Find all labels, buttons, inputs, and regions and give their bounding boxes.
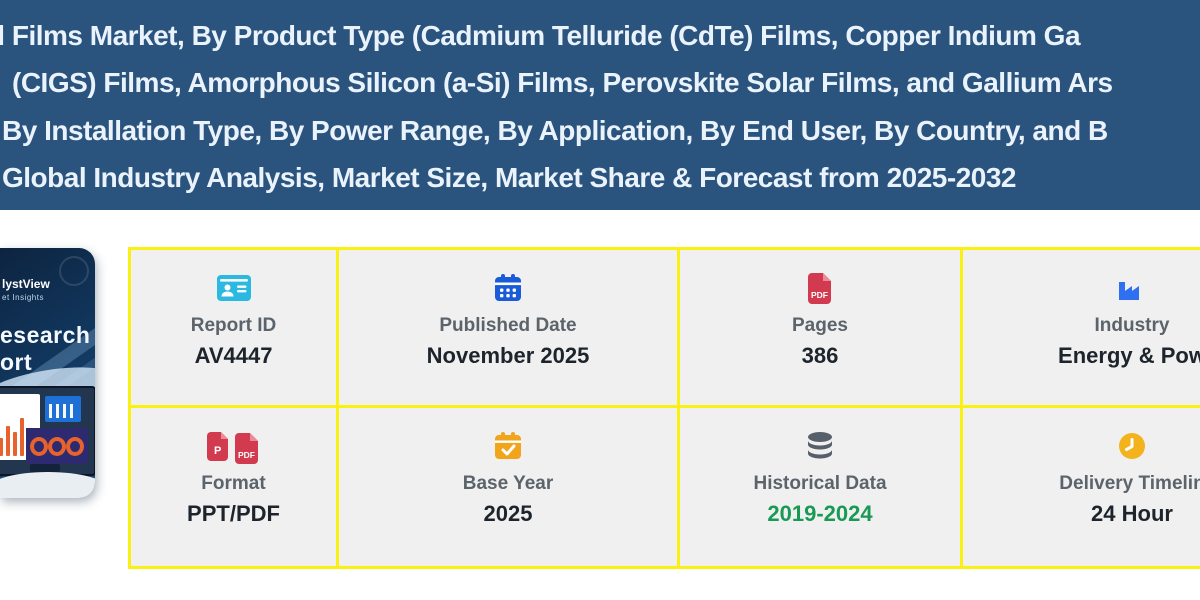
calendar-icon [493, 272, 523, 304]
database-icon [805, 430, 835, 462]
svg-text:P: P [214, 445, 221, 457]
cover-blue-chart-illustration [45, 396, 81, 422]
card-base-year: Base Year 2025 [339, 408, 680, 566]
cover-brand-tagline: et Insights [2, 293, 44, 302]
report-title-line-2: (CIGS) Films, Amorphous Silicon (a-Si) F… [12, 67, 1113, 98]
report-title-line-4: Global Industry Analysis, Market Size, M… [2, 162, 1017, 193]
card-format: P PDF Format PPT/PDF [131, 408, 339, 566]
card-label: Delivery Timelin [1059, 473, 1200, 494]
cover-bar-chart-illustration [0, 394, 40, 460]
report-title-banner: ll Films Market, By Product Type (Cadmiu… [0, 0, 1200, 210]
svg-text:PDF: PDF [811, 290, 828, 300]
card-historical-data: Historical Data 2019-2024 [680, 408, 963, 566]
card-label: Format [201, 473, 266, 494]
cover-donut-chart-illustration [26, 428, 88, 464]
card-value: PPT/PDF [187, 501, 280, 526]
cover-emblem-decoration [59, 256, 89, 286]
card-report-id: Report ID AV4447 [131, 250, 339, 408]
card-value: November 2025 [426, 343, 590, 368]
pdf-file-icon: PDF [807, 272, 833, 304]
card-value: Energy & Pow [1058, 343, 1200, 368]
card-label: Published Date [439, 315, 577, 336]
card-published-date: Published Date November 2025 [339, 250, 680, 408]
cover-desk-illustration [0, 472, 95, 498]
card-value: 386 [801, 343, 839, 368]
calendar-check-icon [493, 430, 523, 462]
report-meta-grid: Report ID AV4447 Published Date November… [128, 247, 1200, 569]
card-label: Base Year [462, 473, 554, 494]
card-label: Industry [1094, 315, 1170, 336]
factory-icon [1116, 272, 1148, 304]
cover-title-line-1: esearch [0, 322, 91, 348]
card-value: 24 Hour [1091, 501, 1173, 526]
card-industry: Industry Energy & Pow [963, 250, 1200, 408]
clock-icon [1117, 430, 1147, 462]
report-cover-image[interactable]: lystView et Insights esearch ort [0, 248, 95, 498]
cover-brand-name: lystView [2, 277, 50, 291]
id-card-icon [216, 272, 251, 304]
card-value: AV4447 [194, 343, 273, 368]
cover-title: esearch ort [0, 322, 90, 376]
cover-title-line-2: ort [0, 349, 33, 375]
card-delivery-timeline: Delivery Timelin 24 Hour [963, 408, 1200, 566]
card-value: 2019-2024 [767, 501, 873, 526]
report-title-line-3: By Installation Type, By Power Range, By… [2, 115, 1108, 146]
svg-text:PDF: PDF [238, 450, 255, 460]
card-label: Report ID [190, 315, 277, 336]
cover-brand-logo: lystView et Insights [2, 278, 50, 304]
card-label: Pages [792, 315, 848, 336]
ppt-pdf-files-icon: P PDF [207, 430, 260, 464]
card-label: Historical Data [753, 473, 887, 494]
card-value: 2025 [483, 501, 533, 526]
cover-monitor-stand [30, 464, 60, 472]
card-pages: PDF Pages 386 [680, 250, 963, 408]
report-title-line-1: ll Films Market, By Product Type (Cadmiu… [0, 20, 1081, 51]
